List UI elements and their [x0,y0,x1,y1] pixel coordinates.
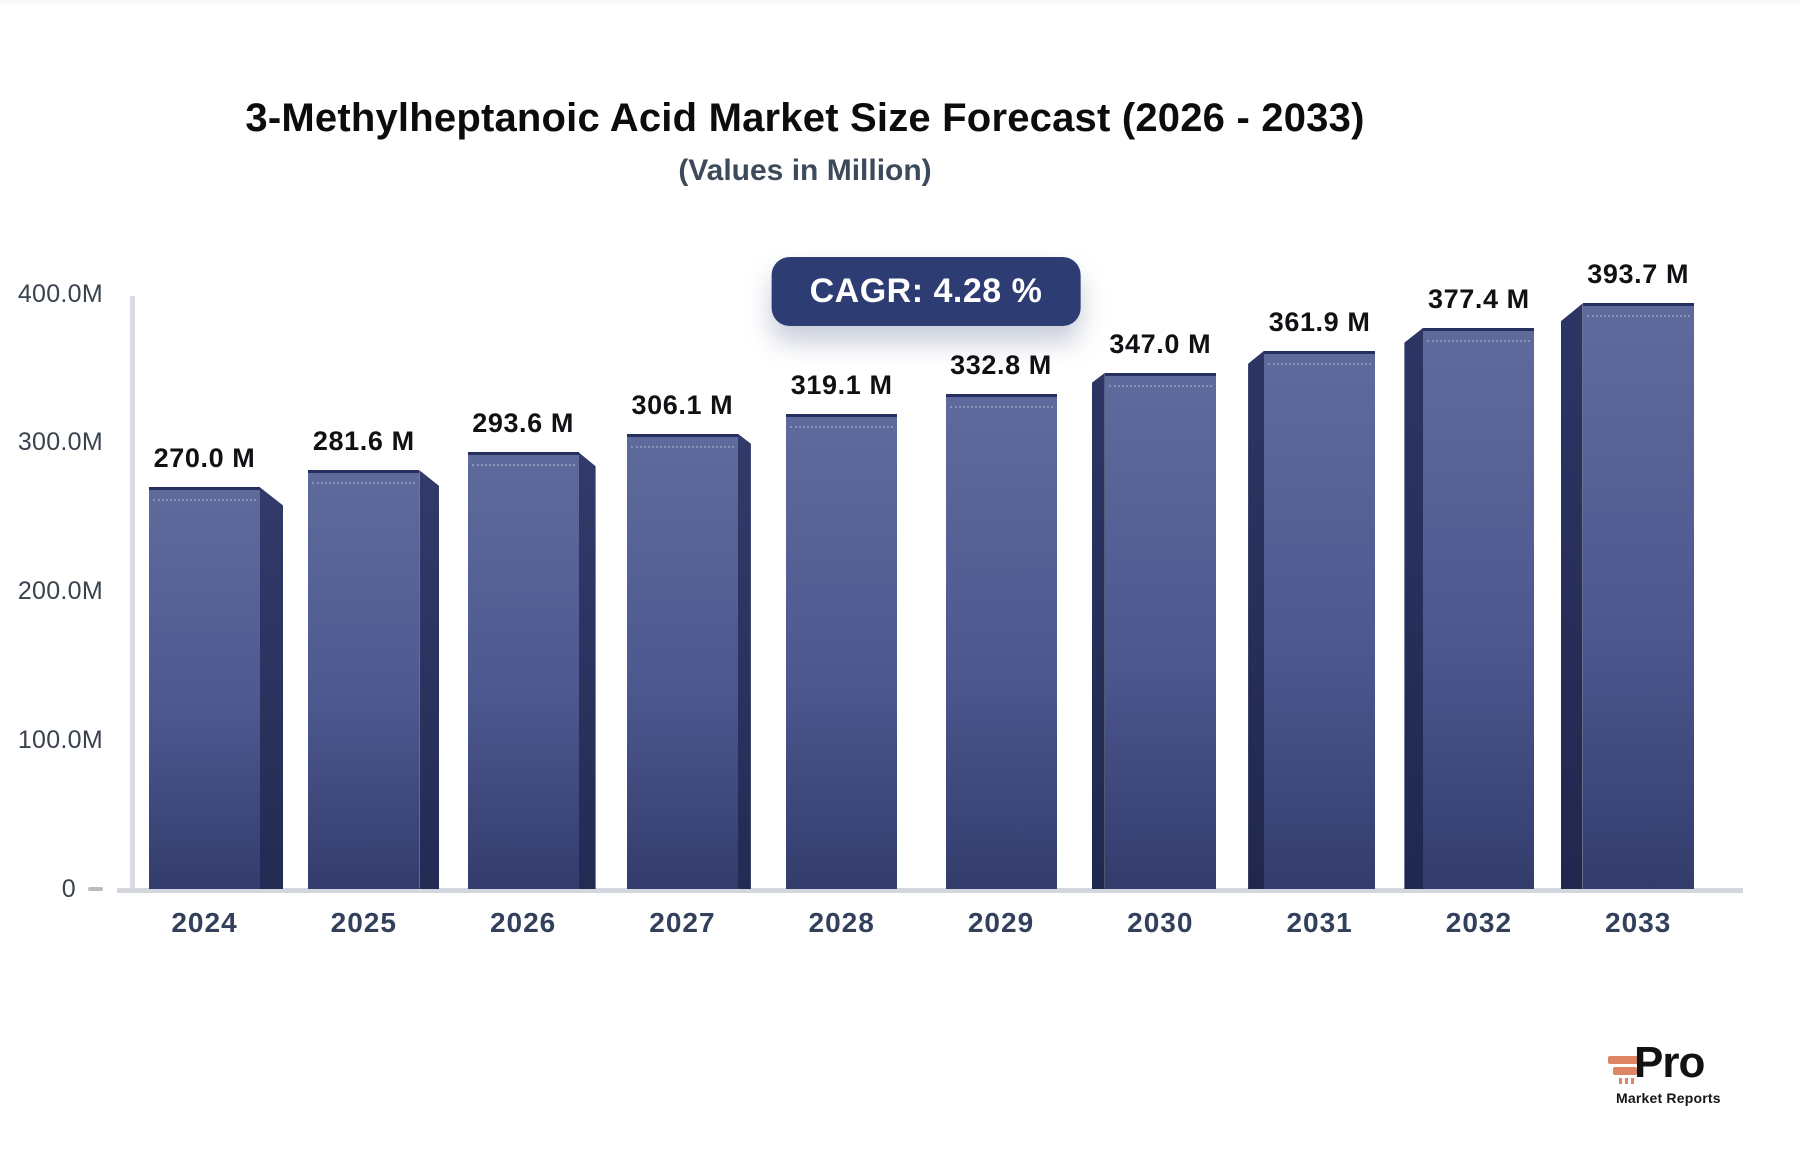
y-axis-label: 300.0M [17,428,103,457]
bar-value-label: 361.9 M [1268,306,1371,337]
y-axis-line [130,296,135,890]
logo-stripe-icon [1619,1078,1637,1084]
bar-value-label: 281.6 M [312,426,415,457]
bar-value-label: 377.4 M [1428,283,1530,314]
bar-3d-side [260,487,283,889]
x-axis-label-2031: 2031 [1286,907,1353,938]
logo-tagline: Market Reports [1616,1090,1721,1106]
logo-stripe-icon [1613,1067,1637,1075]
zero-tick-icon [88,887,103,891]
cagr-badge: CAGR: 4.28 % [771,257,1081,326]
bar-2032 [1423,327,1535,889]
bar-3d-side [578,452,596,889]
y-axis-tick-row: 0 [0,874,103,904]
bar-2024 [149,487,260,889]
y-axis-label: 400.0M [17,279,103,308]
y-axis-label: 100.0M [17,725,103,754]
y-axis-label: 200.0M [17,577,103,605]
plot-area: 270.0 M 2024 281.6 M 2025 293.6 M 2026 306.1 M… [130,259,1743,938]
logo-name: Pro [1634,1038,1705,1087]
bar-2031 [1264,350,1376,889]
chart-title: 3-Methylheptanoic Acid Market Size Forec… [245,96,1365,140]
logo-stripe-icon [1608,1056,1638,1064]
x-axis-label-2025: 2025 [330,907,397,938]
chart-subtitle: (Values in Million) [678,154,932,187]
x-axis-label-2029: 2029 [967,907,1035,938]
y-axis-labels: 400.0M 300.0M 200.0M 100.0M 0 [0,280,103,903]
y-axis-tick-row: 300.0M [0,428,103,458]
bar-3d-side [1091,372,1105,889]
bar-value-label: 319.1 M [790,370,893,401]
bar-value-label: 332.8 M [950,349,1052,380]
y-axis-tick-row: 400.0M [0,279,103,309]
bar-3d-side [419,470,440,889]
x-axis-label-2024: 2024 [171,907,238,938]
bar-2030 [1104,372,1216,889]
x-axis-label-2028: 2028 [808,907,875,938]
x-axis-label-2026: 2026 [489,907,557,938]
bar-3d-side [1248,350,1265,889]
y-axis-tick-row: 100.0M [0,725,103,755]
bar-2029 [945,393,1057,889]
bar-2028 [786,414,898,889]
bar-3d-side [737,433,751,889]
x-axis-label-2030: 2030 [1127,907,1194,938]
y-axis-tick-row: 200.0M [0,577,103,607]
x-axis-label-2027: 2027 [649,907,716,938]
bar-2026 [467,452,579,889]
bar-value-label: 293.6 M [472,408,574,439]
bar-2025 [308,470,420,889]
x-axis-label-2033: 2033 [1605,907,1672,938]
logo: Pro Market Reports [1606,1038,1726,1112]
x-axis-label-2032: 2032 [1445,907,1513,938]
x-axis-baseline [117,888,1743,893]
bar-2027 [626,433,738,889]
bar-2033 [1582,303,1694,889]
bar-3d-side [1404,327,1424,889]
y-axis-label: 0 [61,874,76,903]
bar-3d-side [1560,303,1583,889]
bar-value-label: 393.7 M [1587,259,1690,290]
bar-value-label: 270.0 M [153,443,256,474]
bar-value-label: 306.1 M [631,389,734,420]
bar-value-label: 347.0 M [1109,328,1212,359]
